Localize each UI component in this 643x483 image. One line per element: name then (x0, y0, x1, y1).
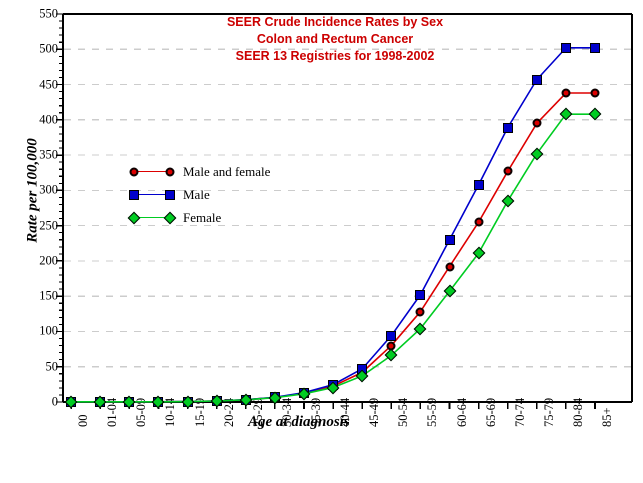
data-point-diamond (559, 107, 573, 121)
data-point-circle (445, 262, 454, 272)
data-point-square (444, 234, 455, 245)
y-tick-label: 0 (51, 394, 58, 409)
data-point-diamond (384, 349, 398, 362)
legend-swatch (127, 211, 177, 225)
y-tick-label: 250 (39, 218, 58, 233)
legend-line (132, 193, 172, 196)
legend-line (132, 170, 172, 173)
y-tick-label: 100 (39, 323, 58, 338)
data-point-square (386, 330, 397, 341)
y-axis-tick-labels: 0 50 100 150 200 250 300 350 400 450 500 550 (16, 0, 58, 483)
chart-title-line-1: SEER Crude Incidence Rates by Sex (226, 15, 444, 29)
data-point-circle (590, 88, 600, 98)
legend-label: Male (183, 186, 210, 202)
legend-marker-square (165, 189, 175, 200)
legend-swatch (128, 188, 176, 202)
chart-legend: Male and female Male Female (127, 160, 270, 229)
legend-marker-square (129, 189, 139, 200)
legend-label: Male and female (183, 163, 271, 179)
data-point-diamond (443, 284, 456, 298)
data-point-square (560, 42, 571, 53)
y-tick-label: 550 (39, 6, 58, 21)
y-tick-label: 500 (39, 41, 58, 56)
legend-item: Male and female (128, 160, 270, 183)
data-point-diamond (472, 246, 485, 260)
y-tick-label: 400 (39, 112, 58, 127)
chart-title-line-3: SEER 13 Registries for 1998-2002 (235, 49, 435, 63)
data-point-square (502, 122, 513, 133)
y-tick-label: 300 (39, 182, 58, 197)
y-tick-label: 450 (39, 77, 58, 92)
data-point-diamond (501, 194, 515, 208)
data-point-circle (474, 217, 484, 227)
legend-marker-circle (165, 167, 175, 176)
data-point-square (415, 289, 426, 300)
legend-item: Male (128, 183, 270, 206)
legend-marker-diamond (127, 211, 141, 224)
data-point-square (473, 179, 484, 190)
data-point-circle (415, 307, 425, 317)
data-point-diamond (414, 322, 427, 335)
data-point-diamond (530, 147, 544, 161)
data-point-diamond (588, 107, 602, 121)
legend-marker-circle (129, 167, 139, 176)
data-point-circle (503, 166, 513, 176)
legend-item: Female (127, 206, 270, 229)
legend-swatch (128, 165, 176, 179)
legend-label: Female (183, 209, 222, 225)
data-point-circle (532, 118, 542, 128)
chart-title-line-2: Colon and Rectum Cancer (256, 32, 414, 46)
y-tick-label: 50 (45, 359, 59, 374)
y-tick-label: 200 (39, 253, 58, 268)
data-point-square (531, 74, 542, 85)
chart-title: SEER Crude Incidence Rates by Sex Colon … (190, 14, 480, 65)
y-tick-label: 350 (39, 147, 58, 162)
y-tick-label: 150 (39, 288, 58, 303)
legend-marker-diamond (163, 211, 177, 224)
data-point-square (590, 42, 601, 53)
data-point-circle (561, 88, 571, 98)
x-axis-title: Age at diagnosis (248, 414, 350, 430)
legend-line (132, 216, 172, 219)
